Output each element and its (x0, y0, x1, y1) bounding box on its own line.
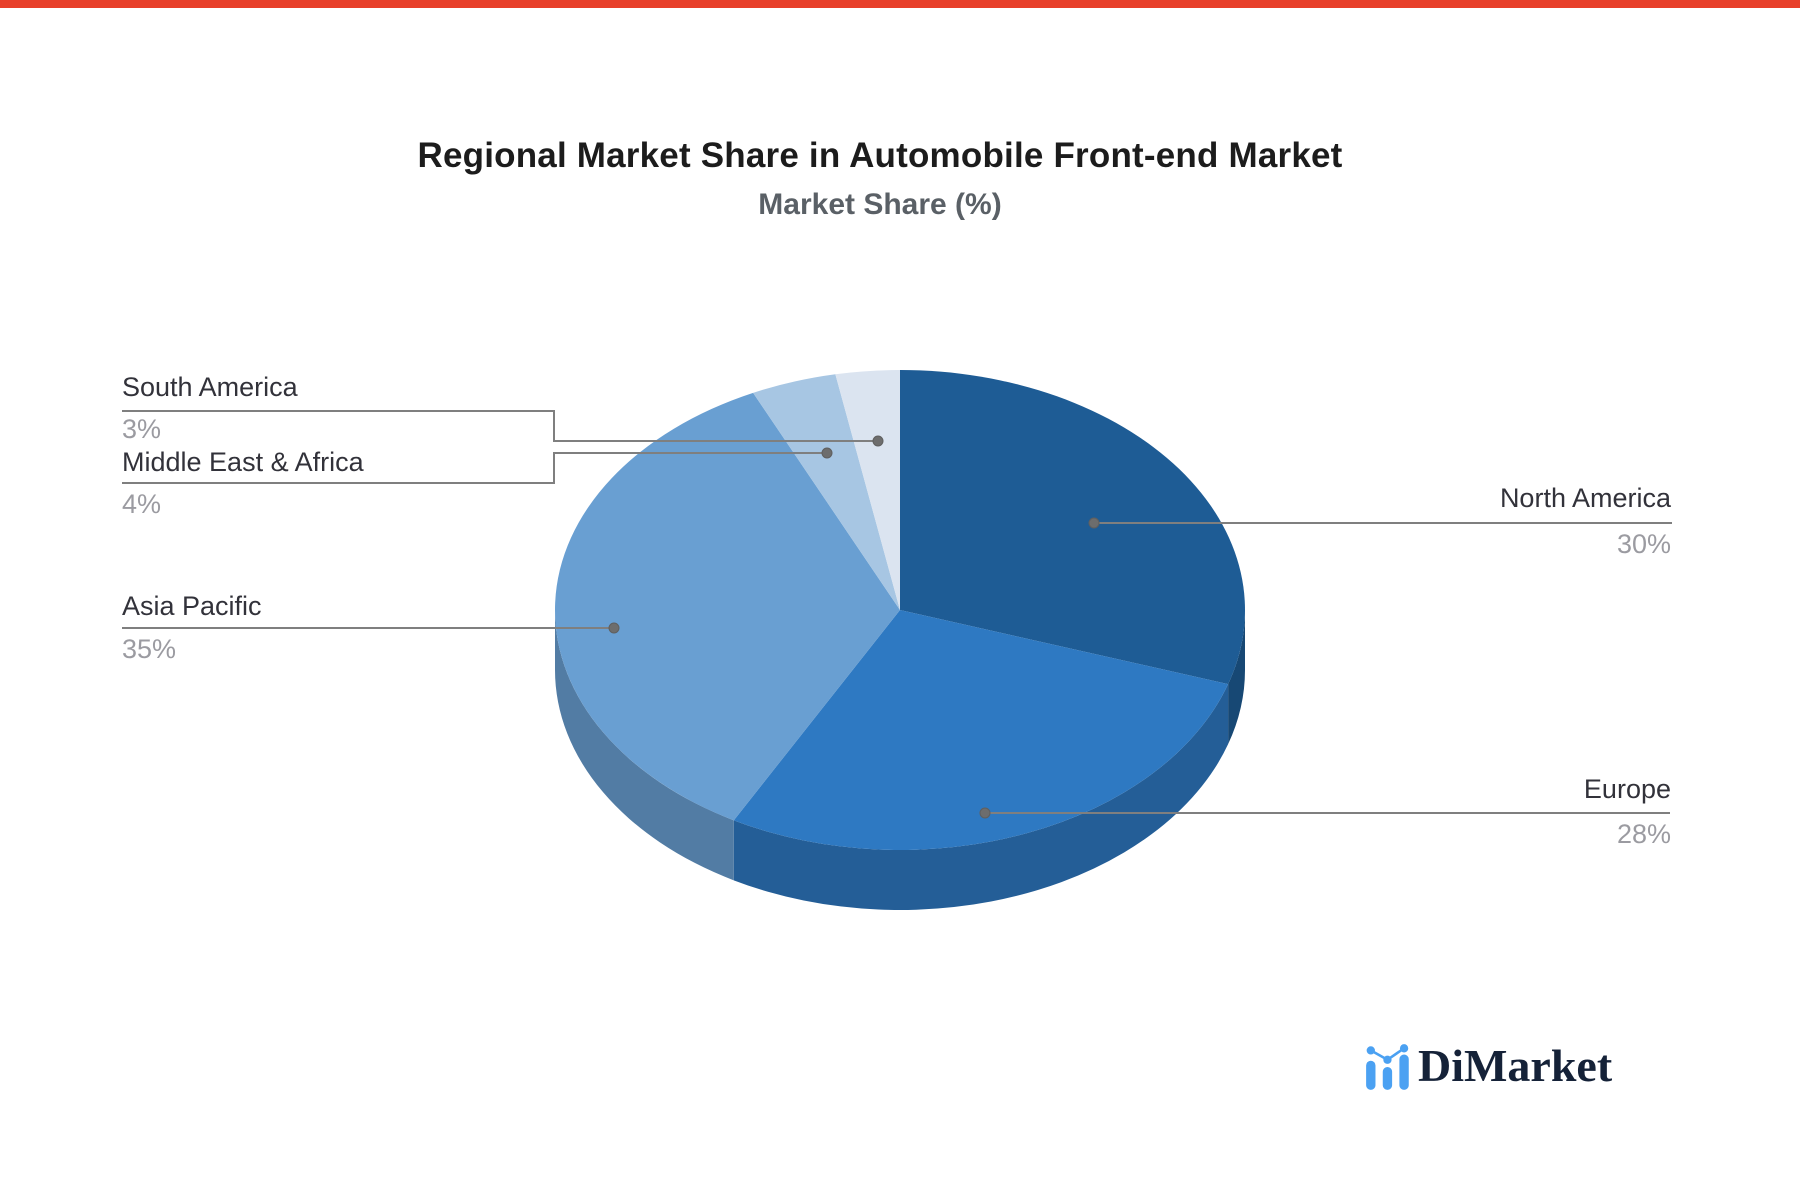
chart-subtitle: Market Share (%) (758, 188, 1002, 221)
connector-south-america (122, 410, 878, 442)
connector-middle-east-africa (122, 452, 827, 484)
pie-slice (835, 370, 900, 610)
logo-bar-3 (1399, 1054, 1409, 1090)
pie-slice-rim (555, 610, 734, 881)
callout-dots (608, 435, 1100, 819)
percent-europe: 28% (1616, 819, 1671, 849)
dot-north-america (1088, 517, 1100, 529)
callout-connectors (122, 410, 1672, 814)
dot-asia-pacific (608, 622, 620, 634)
pie-slice (900, 370, 1245, 685)
pie-slice (753, 374, 900, 610)
label-europe: Europe (1583, 774, 1671, 804)
percent-asia-pacific: 35% (122, 634, 177, 664)
chart-title: Regional Market Share in Automobile Fron… (417, 136, 1343, 175)
logo-bar-1 (1366, 1060, 1376, 1090)
label-asia-pacific: Asia Pacific (122, 591, 262, 621)
pie-slice-rim (733, 684, 1229, 910)
pie-slices (554, 370, 1245, 910)
dot-middle-east-africa (821, 447, 833, 459)
pie-slice-rim (1228, 610, 1245, 745)
logo-bar-2 (1382, 1067, 1393, 1090)
pie-slice (733, 610, 1229, 850)
percent-north-america: 30% (1616, 529, 1671, 559)
brand-logo-text: DiMarket (1418, 1040, 1613, 1091)
percent-south-america: 3% (122, 414, 162, 444)
label-north-america: North America (1499, 483, 1671, 513)
logo-trend-line (1370, 1047, 1405, 1062)
label-south-america: South America (122, 372, 298, 402)
label-middle-east-africa: Middle East & Africa (122, 447, 364, 477)
dot-europe (979, 807, 991, 819)
dot-south-america (872, 435, 884, 447)
brand-logo-icon (1366, 1044, 1409, 1090)
top-accent-bar (0, 0, 1800, 8)
percent-middle-east-africa: 4% (122, 489, 162, 519)
pie-slice (554, 392, 900, 821)
